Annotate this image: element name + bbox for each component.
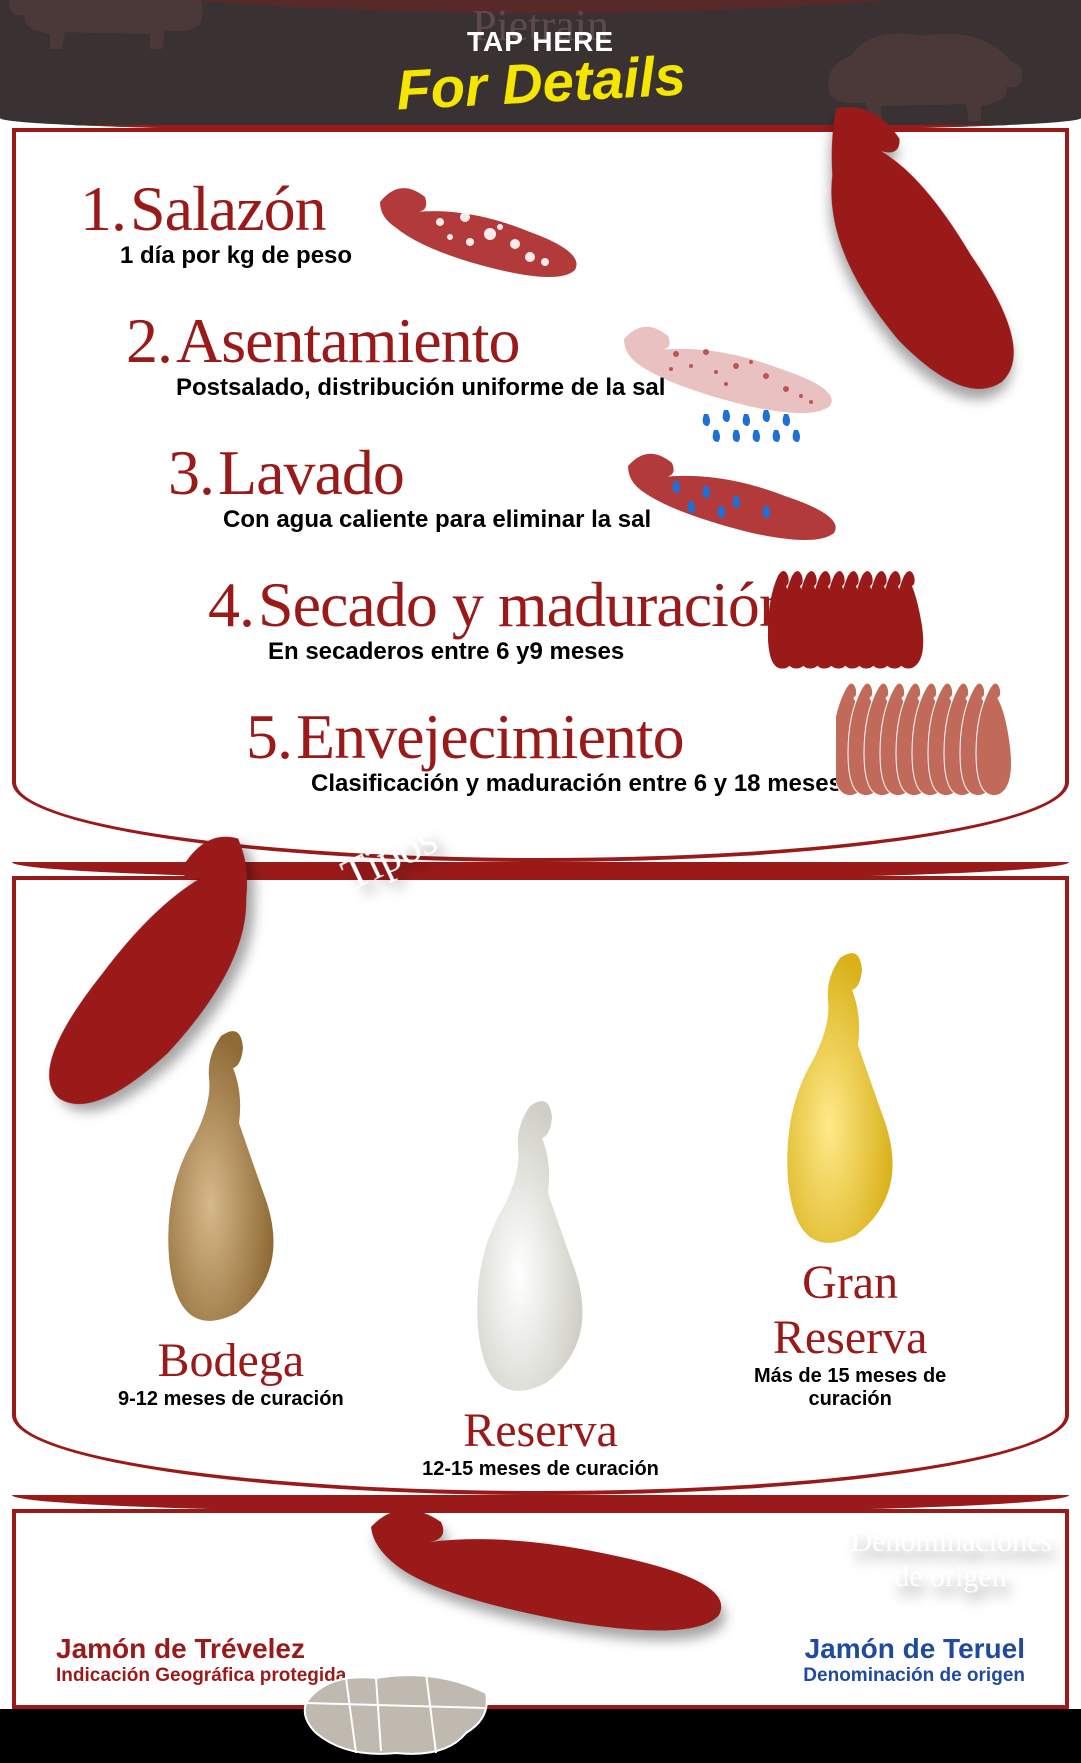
type-reserva: Reserva 12-15 meses de curación xyxy=(410,1098,670,1481)
type-sub: Más de 15 meses de curación xyxy=(720,1365,980,1411)
step-title: Salazón xyxy=(130,172,326,246)
step-asentamiento: 2. Asentamiento Postsalado, distribución… xyxy=(126,304,1005,402)
pig-icon xyxy=(0,0,220,54)
ham-settling-icon xyxy=(616,314,846,414)
step-envejecimiento: 5. Envejecimiento Clasificación y madura… xyxy=(246,700,1005,798)
panel-origen: Denominaciones de origen Jamón de Trével… xyxy=(12,1509,1069,1709)
badge-line1: Denominaciones xyxy=(851,1525,1053,1558)
ham-salted-icon xyxy=(370,172,590,282)
type-name: Gran Reserva xyxy=(720,1255,980,1365)
type-sub: 9-12 meses de curación xyxy=(101,1388,361,1411)
step-title: Asentamiento xyxy=(176,304,519,378)
ham-aging-icon xyxy=(836,680,1036,810)
type-name: Reserva xyxy=(410,1403,670,1458)
step-salazon: 1. Salazón 1 día por kg de peso xyxy=(80,172,1005,270)
step-title: Secado y maduración xyxy=(258,568,790,642)
badge-origen-label: Denominaciones de origen xyxy=(851,1525,1051,1594)
ham-shape-icon xyxy=(475,1098,605,1398)
badge-line2: de origen xyxy=(894,1560,1006,1593)
tap-here-cta[interactable]: TAP HERE For Details xyxy=(396,26,685,115)
tap-line2: For Details xyxy=(394,42,686,122)
origen-teruel: Jamón de Teruel Denominación de origen xyxy=(803,1633,1025,1687)
step-number: 2. xyxy=(126,304,172,378)
step-number: 3. xyxy=(168,436,214,510)
type-gran-reserva: Gran Reserva Más de 15 meses de curación xyxy=(720,950,980,1411)
step-title: Lavado xyxy=(218,436,404,510)
badge-origen: Denominaciones de origen xyxy=(341,1487,741,1642)
step-number: 5. xyxy=(246,700,292,774)
ham-shape-icon xyxy=(785,950,915,1250)
panel-tipos: Tipos Bodega 9-12 meses de curación xyxy=(12,876,1069,1495)
spain-map-icon xyxy=(296,1663,496,1763)
origen-sub: Denominación de origen xyxy=(803,1665,1025,1687)
step-title: Envejecimiento xyxy=(296,700,684,774)
step-secado: 4. Secado y maduración En secaderos entr… xyxy=(208,568,1005,666)
type-sub: 12-15 meses de curación xyxy=(410,1458,670,1481)
step-sub: Con agua caliente para eliminar la sal xyxy=(223,506,1005,534)
origen-name: Jamón de Trévelez xyxy=(56,1633,346,1665)
step-number: 4. xyxy=(208,568,254,642)
step-number: 1. xyxy=(80,172,126,246)
origen-name: Jamón de Teruel xyxy=(803,1633,1025,1665)
type-name: Bodega xyxy=(101,1333,361,1388)
ham-washing-icon xyxy=(618,406,858,546)
step-lavado: 3. Lavado Con agua caliente para elimina… xyxy=(168,436,1005,534)
step-sub: Postsalado, distribución uniforme de la … xyxy=(176,374,1005,402)
ham-drying-icon xyxy=(768,568,938,678)
panel-elaboracion: Elaboración 1. Salazón 1 día por kg de p… xyxy=(12,128,1069,862)
